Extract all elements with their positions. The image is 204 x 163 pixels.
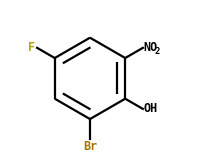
Text: 2: 2: [154, 47, 160, 56]
Text: F: F: [28, 41, 35, 54]
Text: Br: Br: [82, 140, 97, 153]
Text: NO: NO: [143, 41, 157, 54]
Text: OH: OH: [143, 102, 157, 115]
